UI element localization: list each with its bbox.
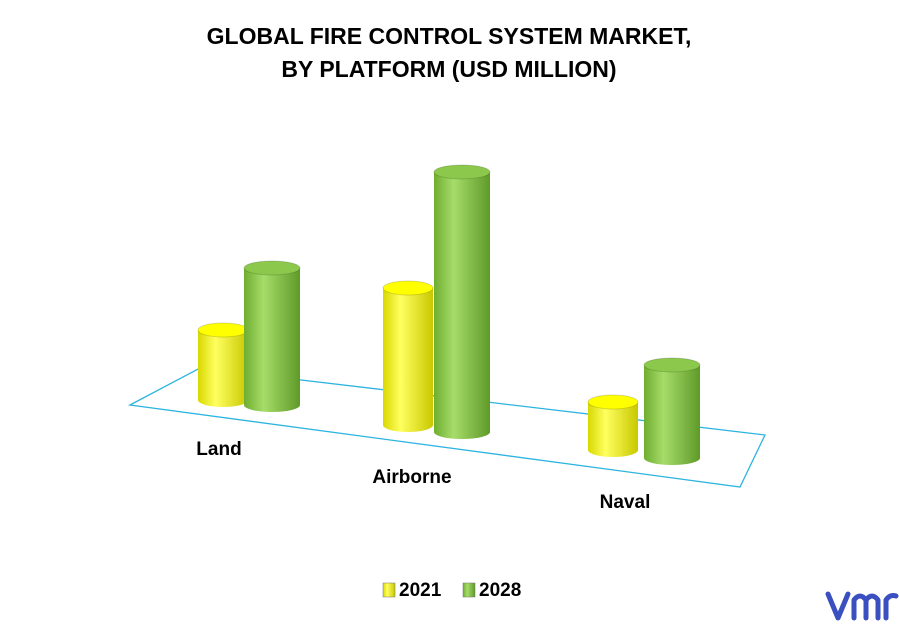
logo-v <box>825 591 851 621</box>
category-label: Land <box>196 439 241 460</box>
cylinder-top <box>587 394 639 410</box>
cylinder <box>382 280 434 432</box>
category-label: Airborne <box>372 467 451 488</box>
logo-m <box>851 593 881 621</box>
legend-swatch <box>382 582 396 598</box>
category-label: Naval <box>600 492 651 513</box>
floor <box>127 367 766 488</box>
bar <box>588 402 638 457</box>
chart-title: BY PLATFORM (USD MILLION) <box>281 56 616 82</box>
cylinder <box>433 164 491 439</box>
plot <box>197 164 701 465</box>
legend-swatch <box>462 582 476 598</box>
cylinder-top <box>433 164 491 180</box>
cylinder-top <box>382 280 434 296</box>
chart-title: GLOBAL FIRE CONTROL SYSTEM MARKET, <box>207 23 692 49</box>
legend-label: 2021 <box>399 580 442 601</box>
cylinder <box>243 260 301 412</box>
bar <box>244 268 300 412</box>
cylinder <box>643 357 701 465</box>
cylinder-top <box>243 260 301 276</box>
cylinder-top <box>643 357 701 373</box>
legend-label: 2028 <box>479 580 521 601</box>
bar <box>434 172 490 439</box>
bar <box>644 365 700 465</box>
cylinder-top <box>197 322 249 338</box>
bar <box>198 330 248 407</box>
cylinder <box>587 394 639 457</box>
cylinder <box>197 322 249 407</box>
logo <box>825 591 899 621</box>
logo-r <box>883 593 899 621</box>
bar <box>383 288 433 432</box>
